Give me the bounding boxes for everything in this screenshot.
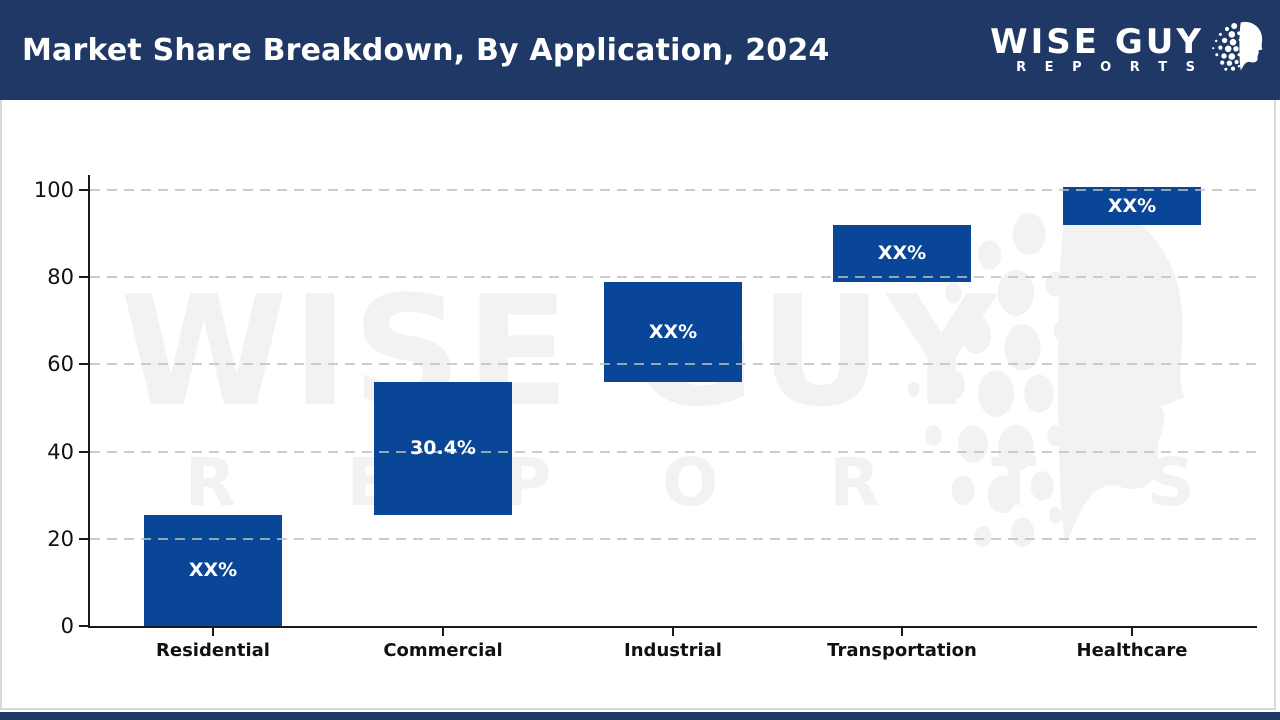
bar-value-label: XX% — [648, 320, 698, 343]
bar-value-label: XX% — [877, 242, 927, 265]
x-axis-line — [88, 626, 1257, 628]
x-tick-commercial — [442, 628, 444, 636]
watermark-wordmark: WISE GUY — [120, 263, 1001, 440]
footer-bar — [0, 712, 1280, 720]
bar-value-label: XX% — [1107, 194, 1157, 217]
y-tick-label-80: 80 — [47, 265, 74, 290]
bar-residential — [144, 514, 282, 626]
wiseguy-logo: WISE GUY R E P O R T S — [990, 9, 1280, 91]
y-tick-100 — [79, 189, 88, 191]
logo-subtitle: R E P O R T S — [1016, 60, 1202, 76]
x-tick-transportation — [901, 628, 903, 636]
category-label-industrial: Industrial — [624, 640, 722, 661]
y-tick-label-20: 20 — [47, 526, 74, 551]
category-label-residential: Residential — [156, 640, 270, 661]
bar-commercial — [374, 381, 512, 515]
y-tick-label-40: 40 — [47, 439, 74, 464]
y-tick-60 — [79, 363, 88, 366]
y-tick-0 — [79, 625, 88, 627]
bar-value-label: XX% — [188, 559, 238, 582]
x-tick-industrial — [672, 628, 674, 636]
y-tick-20 — [79, 537, 88, 540]
gridline-100 — [90, 189, 1257, 191]
page-title: Market Share Breakdown, By Application, … — [22, 32, 830, 68]
wiseguy-face-icon — [1212, 21, 1263, 71]
y-tick-label-100: 100 — [33, 178, 74, 202]
gridline-60 — [90, 363, 1257, 366]
gridline-40 — [90, 450, 1257, 453]
category-label-healthcare: Healthcare — [1076, 640, 1188, 661]
bar-value-label: 30.4% — [410, 437, 476, 460]
bar-transportation — [833, 224, 971, 282]
x-tick-healthcare — [1131, 628, 1133, 636]
x-tick-residential — [212, 628, 214, 636]
y-axis-line — [88, 175, 90, 628]
category-label-commercial: Commercial — [383, 640, 503, 661]
gridline-80 — [90, 276, 1257, 279]
y-tick-80 — [79, 276, 88, 279]
wiseguy-logo-text: WISE GUY R E P O R T S — [990, 21, 1204, 76]
waterfall-chart: WISE GUY R E P O R T S XX% 30.4% XX% XX% XX%… — [2, 100, 1274, 708]
gridline-20 — [90, 537, 1257, 540]
y-tick-40 — [79, 450, 88, 453]
category-label-transportation: Transportation — [827, 640, 977, 661]
y-tick-label-0: 0 — [60, 614, 74, 638]
header-bar: Market Share Breakdown, By Application, … — [0, 0, 1280, 100]
bar-healthcare — [1063, 186, 1201, 225]
logo-wordmark: WISE GUY — [990, 21, 1204, 62]
y-tick-label-60: 60 — [47, 352, 74, 377]
chart-area: WISE GUY R E P O R T S XX% 30.4% XX% XX% XX%… — [0, 100, 1276, 710]
